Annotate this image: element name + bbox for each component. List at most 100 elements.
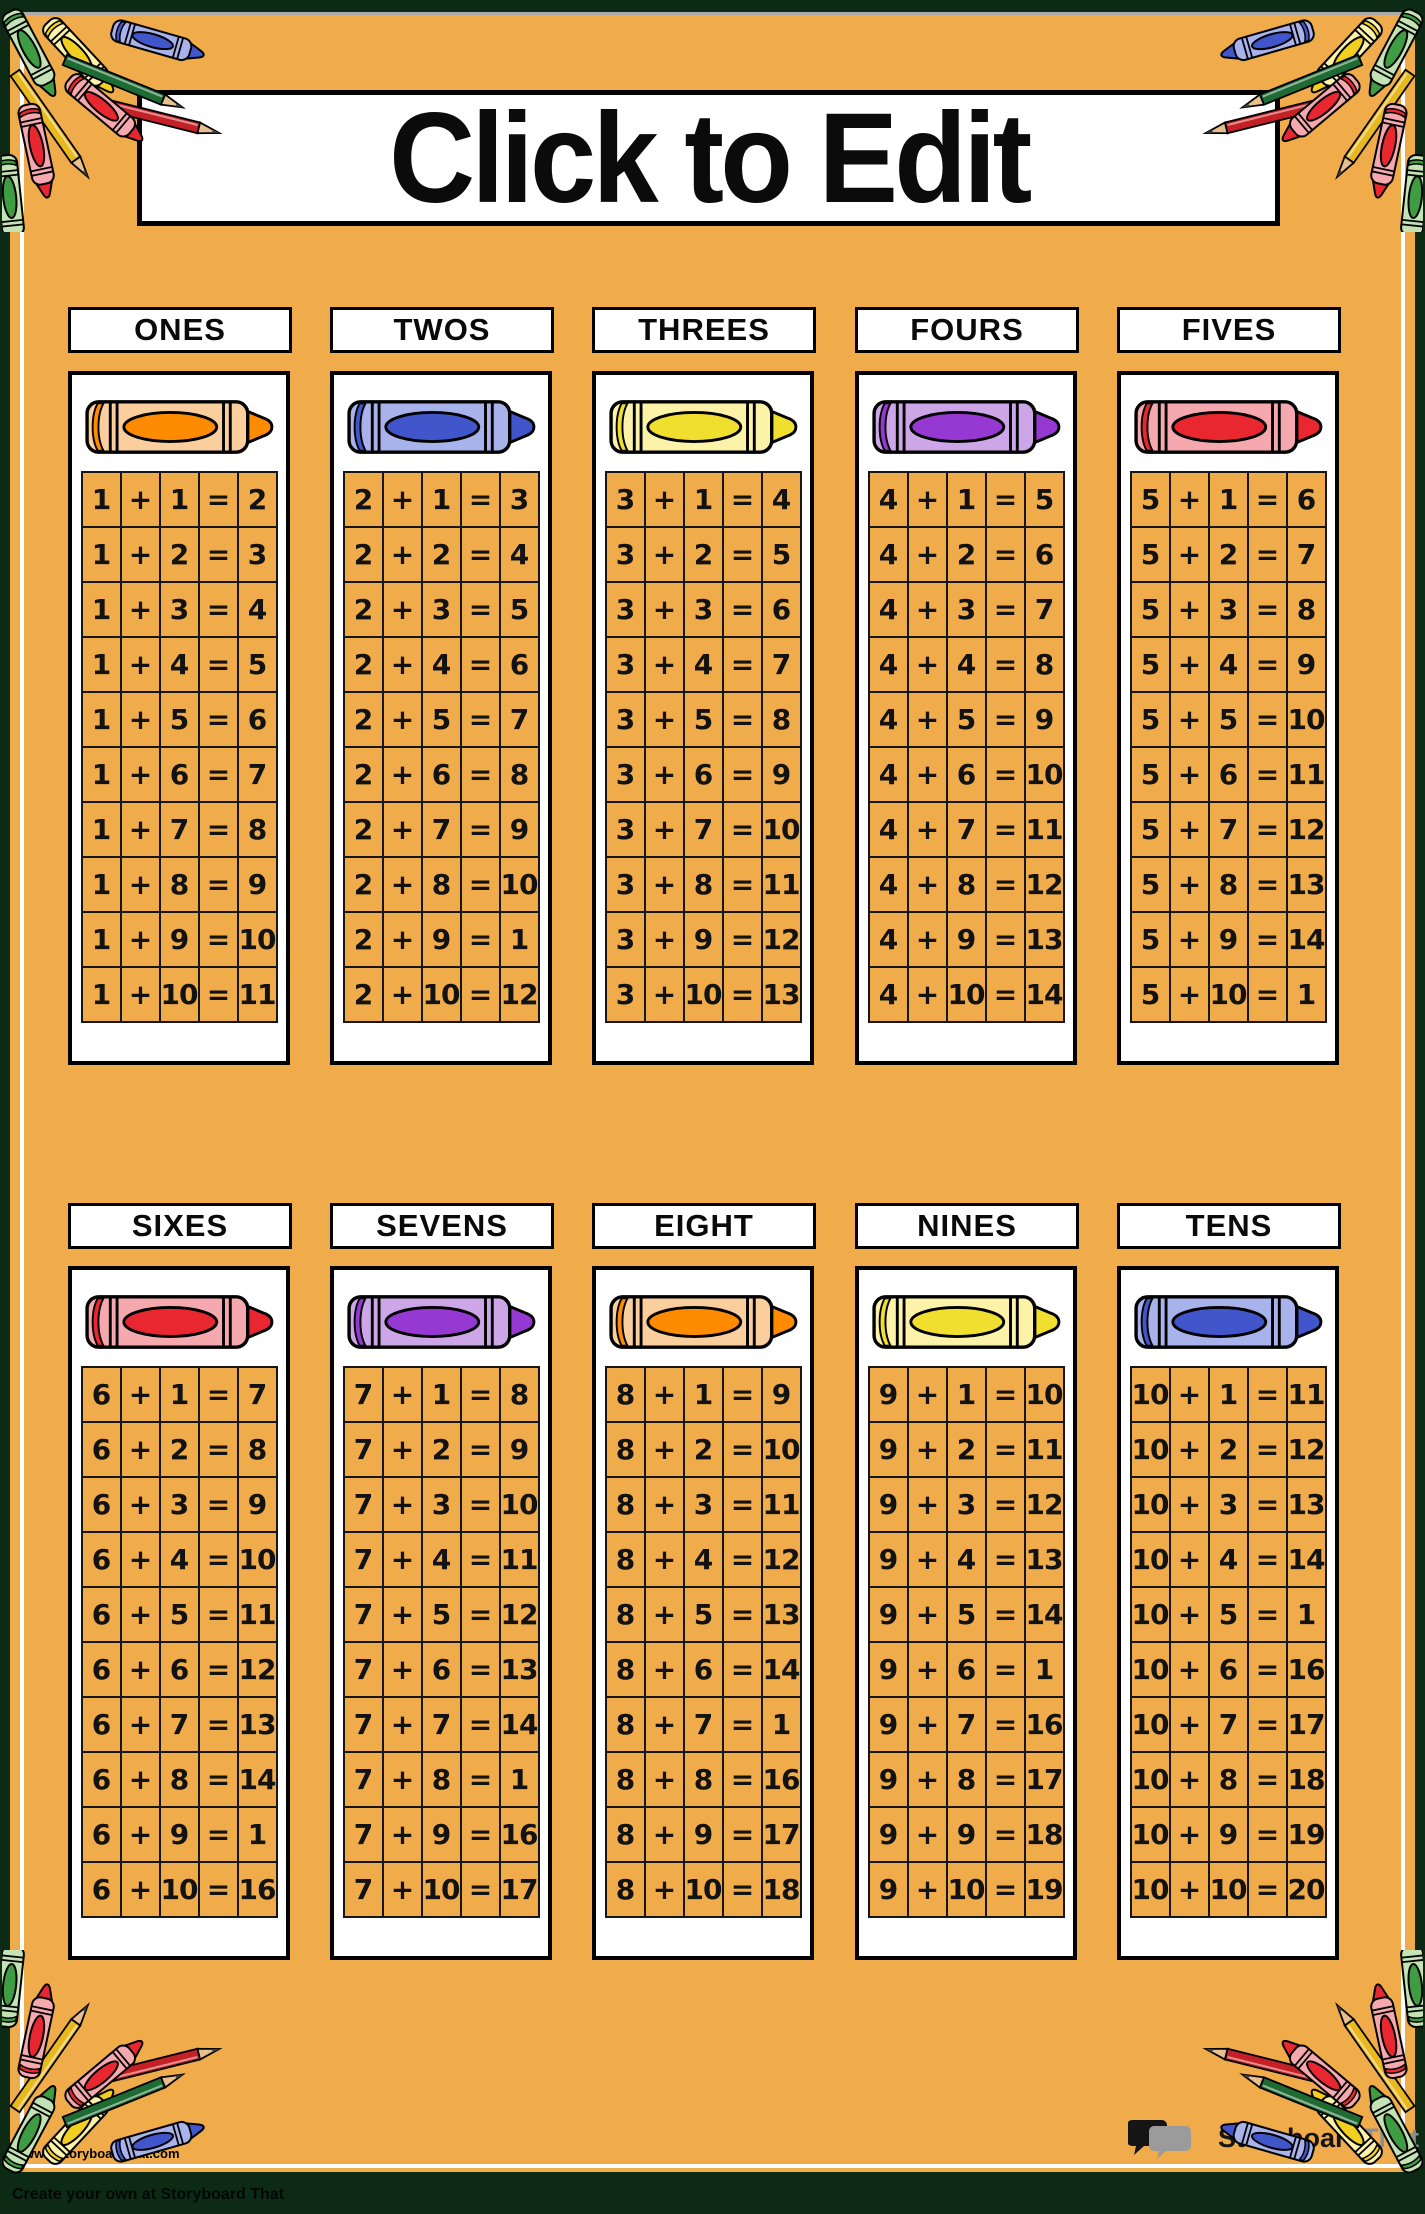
fact-cell: 6 — [158, 746, 200, 803]
fact-row: 9 +2 = 11 — [867, 1421, 1065, 1478]
fact-cell: 5 — [236, 636, 278, 693]
fact-cell: 7 — [342, 1641, 384, 1698]
fact-cell: = — [197, 856, 239, 913]
fact-cell: + — [119, 471, 161, 528]
fact-cell: + — [381, 1751, 423, 1808]
fact-cell: 8 — [604, 1586, 646, 1643]
fact-cell: 3 — [158, 1476, 200, 1533]
fact-cell: + — [1168, 1586, 1210, 1643]
fact-cell: + — [119, 856, 161, 913]
fact-cell: 2 — [342, 801, 384, 858]
fact-cell: = — [459, 1696, 501, 1753]
fact-cell: 5 — [420, 691, 462, 748]
fact-cell: + — [1168, 1641, 1210, 1698]
fact-cell: 10 — [1207, 966, 1249, 1023]
fact-cell: 9 — [1285, 636, 1327, 693]
fact-cell: = — [197, 1586, 239, 1643]
fact-cell: + — [381, 1476, 423, 1533]
fact-row: 7 +4 = 11 — [342, 1531, 540, 1588]
fact-cell: = — [721, 746, 763, 803]
fact-cell: 1 — [80, 691, 122, 748]
fact-cell: 5 — [158, 1586, 200, 1643]
fact-cell: = — [721, 581, 763, 638]
column-header-fives: FIVES — [1117, 307, 1341, 353]
fact-cell: 8 — [682, 856, 724, 913]
fact-cell: 7 — [945, 1696, 987, 1753]
column-header-label: EIGHT — [654, 1208, 754, 1243]
fact-cell: + — [381, 1421, 423, 1478]
fact-cell: = — [459, 526, 501, 583]
fact-cell: = — [459, 471, 501, 528]
fact-cell: 6 — [80, 1806, 122, 1863]
fact-row: 4 +7 = 11 — [867, 801, 1065, 858]
fact-row: 7 +10 = 17 — [342, 1861, 540, 1918]
fact-row: 9 +1 = 10 — [867, 1366, 1065, 1423]
facts-card-twos: 2 +1 = 3 2 +2 = 4 2 +3 = 5 2 +4 = 6 2 +5 = 7 2 +6 = 8 2 +7 = 9 2 +8 = 1… — [330, 371, 552, 1065]
fact-row: 10 +10 = 20 — [1129, 1861, 1327, 1918]
fact-cell: 10 — [945, 966, 987, 1023]
fact-cell: 6 — [682, 746, 724, 803]
fact-row: 8 +5 = 13 — [604, 1586, 802, 1643]
fact-cell: = — [721, 1641, 763, 1698]
fact-cell: 9 — [760, 746, 802, 803]
fact-cell: = — [197, 911, 239, 968]
fact-row: 1 +2 = 3 — [80, 526, 278, 583]
fact-cell: 5 — [1129, 856, 1171, 913]
fact-row: 5 +5 = 10 — [1129, 691, 1327, 748]
fact-cell: 1 — [945, 471, 987, 528]
fact-cell: 10 — [1129, 1476, 1171, 1533]
fact-cell: 4 — [420, 1531, 462, 1588]
fact-row: 2 +7 = 9 — [342, 801, 540, 858]
fact-cell: + — [643, 801, 685, 858]
fact-cell: + — [381, 1366, 423, 1423]
fact-cell: + — [1168, 911, 1210, 968]
fact-cell: + — [906, 526, 948, 583]
fact-cell: 12 — [236, 1641, 278, 1698]
fact-cell: 10 — [1129, 1641, 1171, 1698]
fact-cell: 8 — [604, 1421, 646, 1478]
fact-cell: + — [643, 581, 685, 638]
fact-cell: 7 — [682, 801, 724, 858]
fact-cell: 6 — [945, 746, 987, 803]
fact-cell: + — [906, 746, 948, 803]
fact-cell: 8 — [1023, 636, 1065, 693]
fact-cell: + — [1168, 471, 1210, 528]
fact-cell: 6 — [80, 1366, 122, 1423]
fact-cell: 4 — [867, 966, 909, 1023]
fact-cell: + — [381, 1641, 423, 1698]
fact-cell: 14 — [1023, 1586, 1065, 1643]
fact-row: 5 +7 = 12 — [1129, 801, 1327, 858]
fact-cell: 11 — [1285, 746, 1327, 803]
poster-title[interactable]: Click to Edit — [388, 86, 1032, 230]
fact-cell: = — [721, 1751, 763, 1808]
fact-cell: + — [1168, 636, 1210, 693]
fact-cell: + — [643, 1861, 685, 1918]
title-box[interactable]: Click to Edit — [137, 87, 1280, 230]
fact-row: 1 +1 = 2 — [80, 471, 278, 528]
fact-cell: + — [381, 1586, 423, 1643]
fact-cell: + — [643, 1421, 685, 1478]
fact-cell: 12 — [1023, 856, 1065, 913]
fact-cell: 5 — [760, 526, 802, 583]
fact-row: 8 +9 = 17 — [604, 1806, 802, 1863]
fact-cell: = — [197, 691, 239, 748]
column-header-tens: TENS — [1117, 1203, 1341, 1249]
fact-cell: 9 — [498, 1421, 540, 1478]
fact-cell: = — [1246, 526, 1288, 583]
fact-cell: 5 — [1207, 691, 1249, 748]
fact-row: 8 +7 = 1 — [604, 1696, 802, 1753]
fact-cell: + — [643, 1531, 685, 1588]
fact-cell: 18 — [1285, 1751, 1327, 1808]
fact-cell: 6 — [80, 1421, 122, 1478]
fact-cell: = — [721, 966, 763, 1023]
fact-row: 3 +4 = 7 — [604, 636, 802, 693]
fact-cell: = — [721, 526, 763, 583]
fact-cell: + — [1168, 1366, 1210, 1423]
fact-row: 4 +9 = 13 — [867, 911, 1065, 968]
fact-cell: 6 — [420, 1641, 462, 1698]
fact-row: 8 +8 = 16 — [604, 1751, 802, 1808]
fact-row: 3 +10 = 13 — [604, 966, 802, 1023]
fact-cell: + — [906, 1641, 948, 1698]
fact-cell: = — [197, 1531, 239, 1588]
fact-cell: + — [1168, 1861, 1210, 1918]
